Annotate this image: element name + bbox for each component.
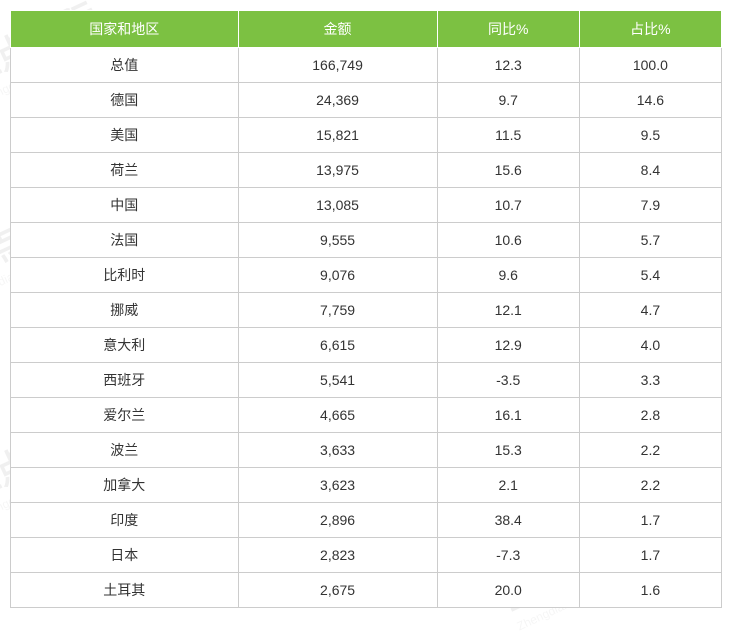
table-cell: 法国 xyxy=(11,223,239,258)
table-row: 波兰3,63315.32.2 xyxy=(11,433,722,468)
table-cell: 1.6 xyxy=(579,573,721,608)
table-cell: 24,369 xyxy=(238,83,437,118)
table-cell: 土耳其 xyxy=(11,573,239,608)
table-row: 中国13,08510.77.9 xyxy=(11,188,722,223)
table-cell: 9.7 xyxy=(437,83,579,118)
table-cell: 5.7 xyxy=(579,223,721,258)
table-cell: 1.7 xyxy=(579,503,721,538)
table-cell: 2.1 xyxy=(437,468,579,503)
table-cell: 7.9 xyxy=(579,188,721,223)
table-cell: -3.5 xyxy=(437,363,579,398)
table-row: 法国9,55510.65.7 xyxy=(11,223,722,258)
table-row: 荷兰13,97515.68.4 xyxy=(11,153,722,188)
table-cell: 20.0 xyxy=(437,573,579,608)
table-cell: 10.6 xyxy=(437,223,579,258)
header-row: 国家和地区 金额 同比% 占比% xyxy=(11,11,722,48)
table-cell: 2,896 xyxy=(238,503,437,538)
table-cell: 比利时 xyxy=(11,258,239,293)
table-cell: 10.7 xyxy=(437,188,579,223)
table-cell: 2.2 xyxy=(579,433,721,468)
col-header-ratio: 占比% xyxy=(579,11,721,48)
table-cell: 166,749 xyxy=(238,48,437,83)
table-cell: 16.1 xyxy=(437,398,579,433)
table-row: 比利时9,0769.65.4 xyxy=(11,258,722,293)
table-cell: 3,633 xyxy=(238,433,437,468)
table-cell: 6,615 xyxy=(238,328,437,363)
table-row: 土耳其2,67520.01.6 xyxy=(11,573,722,608)
table-row: 爱尔兰4,66516.12.8 xyxy=(11,398,722,433)
table-row: 加拿大3,6232.12.2 xyxy=(11,468,722,503)
table-cell: 9.5 xyxy=(579,118,721,153)
table-cell: 2.8 xyxy=(579,398,721,433)
table-cell: 9,076 xyxy=(238,258,437,293)
table-cell: 2,675 xyxy=(238,573,437,608)
table-cell: 8.4 xyxy=(579,153,721,188)
table-cell: 38.4 xyxy=(437,503,579,538)
table-cell: 西班牙 xyxy=(11,363,239,398)
table-cell: 3,623 xyxy=(238,468,437,503)
col-header-country: 国家和地区 xyxy=(11,11,239,48)
table-cell: 15.6 xyxy=(437,153,579,188)
table-cell: 美国 xyxy=(11,118,239,153)
table-cell: 13,975 xyxy=(238,153,437,188)
table-cell: 15.3 xyxy=(437,433,579,468)
table-row: 西班牙5,541-3.53.3 xyxy=(11,363,722,398)
table-cell: 3.3 xyxy=(579,363,721,398)
table-cell: 9,555 xyxy=(238,223,437,258)
table-cell: 2,823 xyxy=(238,538,437,573)
table-cell: 15,821 xyxy=(238,118,437,153)
table-cell: 5.4 xyxy=(579,258,721,293)
table-cell: 12.3 xyxy=(437,48,579,83)
table-cell: 5,541 xyxy=(238,363,437,398)
data-table: 国家和地区 金额 同比% 占比% 总值166,74912.3100.0德国24,… xyxy=(10,10,722,608)
table-cell: 印度 xyxy=(11,503,239,538)
table-cell: 13,085 xyxy=(238,188,437,223)
table-cell: 1.7 xyxy=(579,538,721,573)
table-cell: 14.6 xyxy=(579,83,721,118)
table-row: 挪威7,75912.14.7 xyxy=(11,293,722,328)
table-cell: 挪威 xyxy=(11,293,239,328)
table-cell: 加拿大 xyxy=(11,468,239,503)
table-cell: 4.0 xyxy=(579,328,721,363)
table-cell: -7.3 xyxy=(437,538,579,573)
table-cell: 日本 xyxy=(11,538,239,573)
col-header-yoy: 同比% xyxy=(437,11,579,48)
table-cell: 意大利 xyxy=(11,328,239,363)
table-cell: 7,759 xyxy=(238,293,437,328)
table-row: 印度2,89638.41.7 xyxy=(11,503,722,538)
table-cell: 100.0 xyxy=(579,48,721,83)
col-header-amount: 金额 xyxy=(238,11,437,48)
table-cell: 2.2 xyxy=(579,468,721,503)
table-cell: 爱尔兰 xyxy=(11,398,239,433)
table-row: 意大利6,61512.94.0 xyxy=(11,328,722,363)
table-cell: 德国 xyxy=(11,83,239,118)
table-cell: 12.1 xyxy=(437,293,579,328)
table-row: 德国24,3699.714.6 xyxy=(11,83,722,118)
table-cell: 9.6 xyxy=(437,258,579,293)
table-row: 美国15,82111.59.5 xyxy=(11,118,722,153)
table-cell: 总值 xyxy=(11,48,239,83)
table-cell: 11.5 xyxy=(437,118,579,153)
table-cell: 4.7 xyxy=(579,293,721,328)
table-row: 总值166,74912.3100.0 xyxy=(11,48,722,83)
table-cell: 4,665 xyxy=(238,398,437,433)
table-cell: 荷兰 xyxy=(11,153,239,188)
table-cell: 中国 xyxy=(11,188,239,223)
table-row: 日本2,823-7.31.7 xyxy=(11,538,722,573)
table-cell: 12.9 xyxy=(437,328,579,363)
table-cell: 波兰 xyxy=(11,433,239,468)
